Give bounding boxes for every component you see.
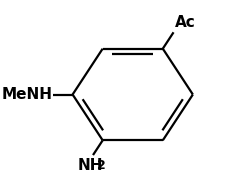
Text: NH: NH: [78, 158, 103, 173]
Text: 2: 2: [97, 159, 105, 172]
Text: Ac: Ac: [174, 15, 195, 30]
Text: MeNH: MeNH: [1, 87, 52, 102]
